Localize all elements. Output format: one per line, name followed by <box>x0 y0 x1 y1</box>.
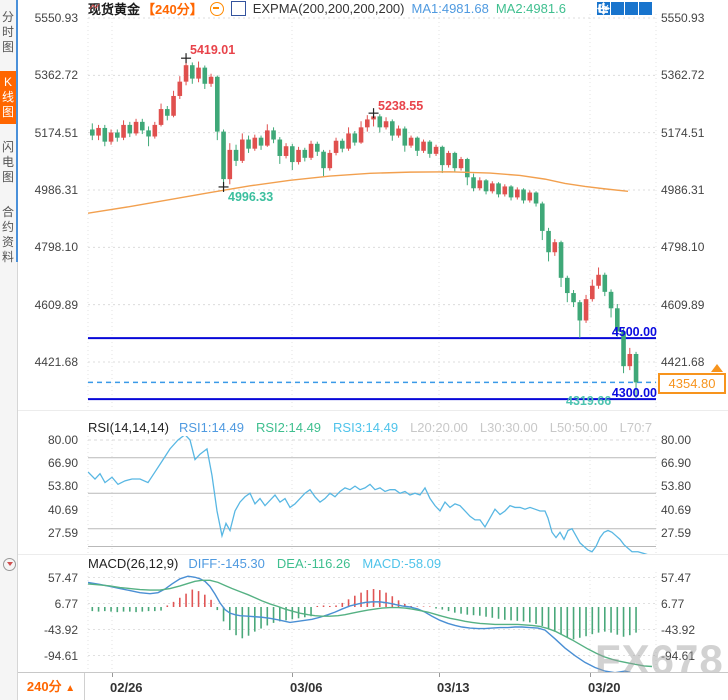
indicator-label: EXPMA(200,200,200,200) <box>252 1 405 16</box>
date-label: 03/13 <box>437 680 470 695</box>
macd-title: MACD(26,12,9) <box>88 556 179 571</box>
symbol-title: 现货黄金 <box>88 2 141 17</box>
annotation-label: 5419.01 <box>190 43 236 57</box>
period-label: 240分 <box>26 679 62 694</box>
rsi-panel-header: RSI(14,14,14) RSI1:14.49 RSI2:14.49 RSI3:1… <box>88 420 652 435</box>
sidebar-accent-line <box>16 0 18 262</box>
annotation-label: 5238.55 <box>378 99 424 113</box>
rsi-value: RSI2:14.49 <box>255 420 322 435</box>
pan-export-icon[interactable] <box>598 2 652 15</box>
rsi-value: L30:30.00 <box>479 420 538 435</box>
macd-value: DEA:-116.26 <box>276 556 351 571</box>
date-tick <box>590 673 591 677</box>
sidebar-tab-contract-info[interactable]: 合约资料 <box>1 205 14 264</box>
last-price-box: 4354.80 <box>658 373 726 394</box>
rsi-value: L50:50.00 <box>549 420 608 435</box>
axis-range-icon[interactable] <box>599 2 624 15</box>
panel-separator <box>18 554 728 555</box>
macd-panel-header: MACD(26,12,9) DIFF:-145.30 DEA:-116.26 MAC… <box>88 556 441 571</box>
ma1-value: MA1:4981.68 <box>411 1 489 16</box>
rsi-value: L20:20.00 <box>410 420 468 435</box>
period-up-arrow-icon: ▲ <box>65 683 76 694</box>
indicator-nav-icon[interactable] <box>3 558 16 571</box>
panel-separator <box>18 410 728 411</box>
sidebar-border <box>17 262 18 700</box>
support-line-label: 4300.00 <box>611 386 657 400</box>
mini-chart-icon[interactable] <box>89 1 246 16</box>
macd-value: MACD:-58.09 <box>362 556 442 571</box>
date-label: 03/20 <box>588 680 621 695</box>
date-tick <box>112 673 113 677</box>
resistance-line-label: 4500.00 <box>611 325 657 339</box>
period-tag[interactable]: 【240分】 <box>142 2 203 17</box>
sidebar-tab-lightning-chart[interactable]: 闪电图 <box>1 140 14 184</box>
date-tick <box>439 673 440 677</box>
sidebar-tab-time-chart[interactable]: 分时图 <box>1 10 14 54</box>
chart-toolbar <box>597 2 652 15</box>
minus-circle-icon[interactable] <box>209 1 224 16</box>
ma2-value: MA2:4981.6 <box>495 1 566 16</box>
date-tick <box>292 673 293 677</box>
chart-header: 现货黄金 【240分】 EXPMA(200,200,200,200) MA1:4… <box>88 1 566 17</box>
annotation-label: 4996.33 <box>228 190 274 204</box>
macd-values: DIFF:-145.30 DEA:-116.26 MACD:-58.09 <box>188 556 441 571</box>
date-label: 02/26 <box>110 680 143 695</box>
rsi-title: RSI(14,14,14) <box>88 420 169 435</box>
rsi-value: RSI1:14.49 <box>178 420 244 435</box>
bottom-time-axis: 240分 ▲ 02/26 03/06 03/13 03/20 <box>18 672 728 700</box>
macd-value: DIFF:-145.30 <box>188 556 265 571</box>
support-line-label-2: 4319.66 <box>566 394 612 408</box>
sidebar: 分时图 K线图 闪电图 合约资料 <box>0 0 18 700</box>
rsi-values: RSI1:14.49 RSI2:14.49 RSI3:14.49 L20:20.00 L… <box>179 420 652 435</box>
rsi-value: RSI3:14.49 <box>333 420 399 435</box>
rsi-value: L70:7 <box>619 420 653 435</box>
axis-scale-icon[interactable] <box>599 2 638 15</box>
period-selector[interactable]: 240分 ▲ <box>18 673 85 700</box>
price-up-arrow-icon <box>711 364 723 372</box>
date-label: 03/06 <box>290 680 323 695</box>
sidebar-tab-kline-chart[interactable]: K线图 <box>0 71 16 124</box>
